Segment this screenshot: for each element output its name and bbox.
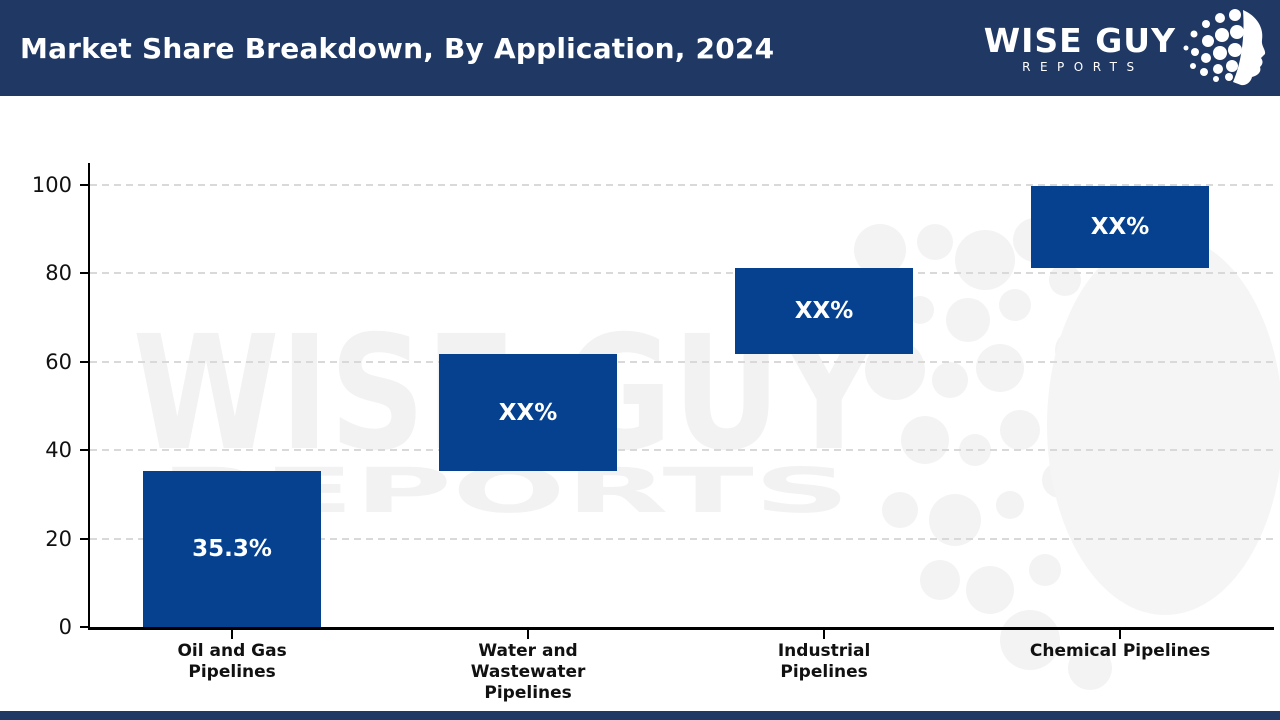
y-axis-tick-60 [80, 360, 90, 363]
x-axis-category-label: Oil and Gas Pipelines [82, 641, 382, 683]
category-label-line: Chemical Pipelines [1029, 641, 1211, 661]
bar-value-label: XX% [1090, 214, 1150, 241]
gridline-80 [90, 272, 1274, 275]
bar-segment: XX% [1031, 186, 1209, 269]
plot-area: 0 20 40 60 80 100 35.3% Oil and Gas Pipelines XX%… [32, 163, 1274, 703]
y-axis-label-40: 40 [45, 438, 72, 463]
y-axis-label-20: 20 [45, 526, 72, 551]
x-axis-tick [527, 630, 530, 639]
gridline-40 [90, 449, 1274, 452]
gridline-100 [90, 184, 1274, 186]
bar-value-label: XX% [498, 399, 558, 426]
gridline-20 [90, 537, 1274, 540]
header-bar: Market Share Breakdown, By Application, … [0, 0, 1280, 96]
brand-subtitle: REPORTS [1022, 59, 1144, 74]
bar-segment: 35.3% [143, 470, 321, 627]
y-axis-label-60: 60 [45, 349, 72, 374]
wiseguy-head-icon [1183, 9, 1266, 86]
bar-value-label: XX% [794, 298, 854, 325]
x-axis-category-label: Water and Wastewater Pipelines [378, 641, 678, 704]
category-label-line: Pipelines [188, 662, 276, 682]
x-axis-tick [231, 630, 234, 639]
x-axis-tick [823, 630, 826, 639]
category-label-line: Pipelines [780, 662, 868, 682]
x-axis-category-label: Industrial Pipelines [674, 641, 974, 683]
bar-segment: XX% [439, 354, 617, 471]
chart-title: Market Share Breakdown, By Application, … [20, 31, 775, 65]
category-label-line: Water and [478, 641, 578, 661]
brand-logo: WISE GUY REPORTS [984, 8, 1266, 88]
gridline-60 [90, 360, 1274, 363]
y-axis-tick-80 [80, 272, 90, 275]
bar-segment: XX% [735, 268, 913, 355]
category-label-line: Wastewater [470, 662, 586, 682]
category-label-line: Pipelines [484, 683, 572, 703]
y-axis-label-100: 100 [31, 173, 72, 197]
brand-name: WISE GUY [983, 20, 1176, 60]
footer-bar [0, 711, 1280, 720]
y-axis-tick-0 [80, 626, 90, 628]
y-axis-label-80: 80 [45, 261, 72, 286]
y-axis-label-0: 0 [58, 615, 72, 639]
bar-value-label: 35.3% [192, 535, 272, 562]
x-axis-category-label: Chemical Pipelines [970, 641, 1270, 662]
y-axis-tick-100 [80, 184, 90, 186]
brand-wordmark: WISE GUY REPORTS [984, 24, 1176, 73]
category-label-line: Industrial [777, 641, 871, 661]
x-axis-tick [1119, 630, 1122, 639]
y-axis-tick-20 [80, 537, 90, 540]
y-axis-tick-40 [80, 449, 90, 452]
category-label-line: Oil and Gas [177, 641, 287, 661]
